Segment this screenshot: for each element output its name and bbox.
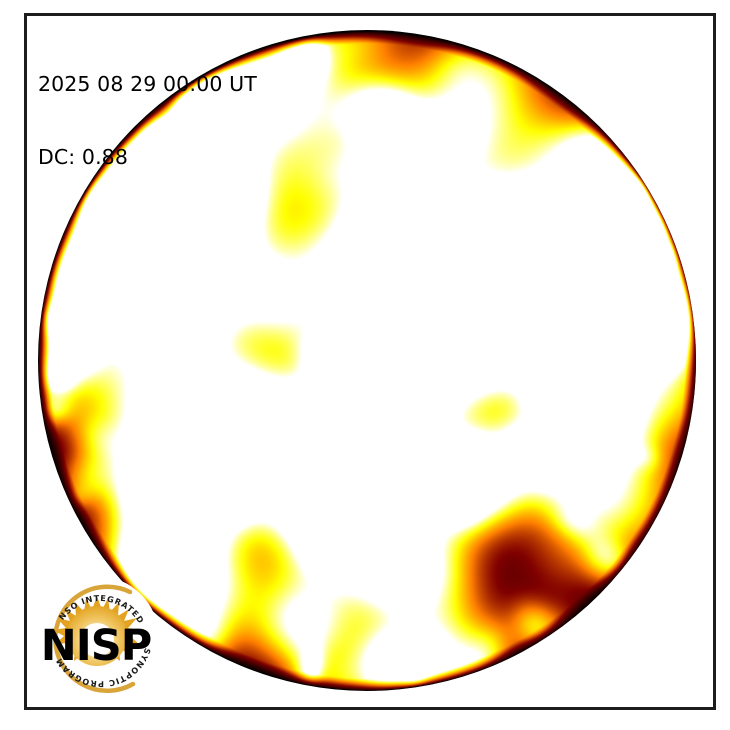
- logo-ring-arc: [53, 584, 136, 693]
- solar-disk: [38, 30, 696, 691]
- disk-container: [27, 16, 713, 707]
- plot-frame: 2025 08 29 00:00 UT DC: 0.88: [24, 13, 716, 710]
- solar-disk-heatmap: [38, 30, 696, 691]
- logo-acronym: NISP: [41, 621, 151, 671]
- nisp-logo: NSO INTEGRATED SYNOPTIC PROGRAM NISP: [33, 572, 161, 702]
- logo-sun-core: [80, 623, 114, 657]
